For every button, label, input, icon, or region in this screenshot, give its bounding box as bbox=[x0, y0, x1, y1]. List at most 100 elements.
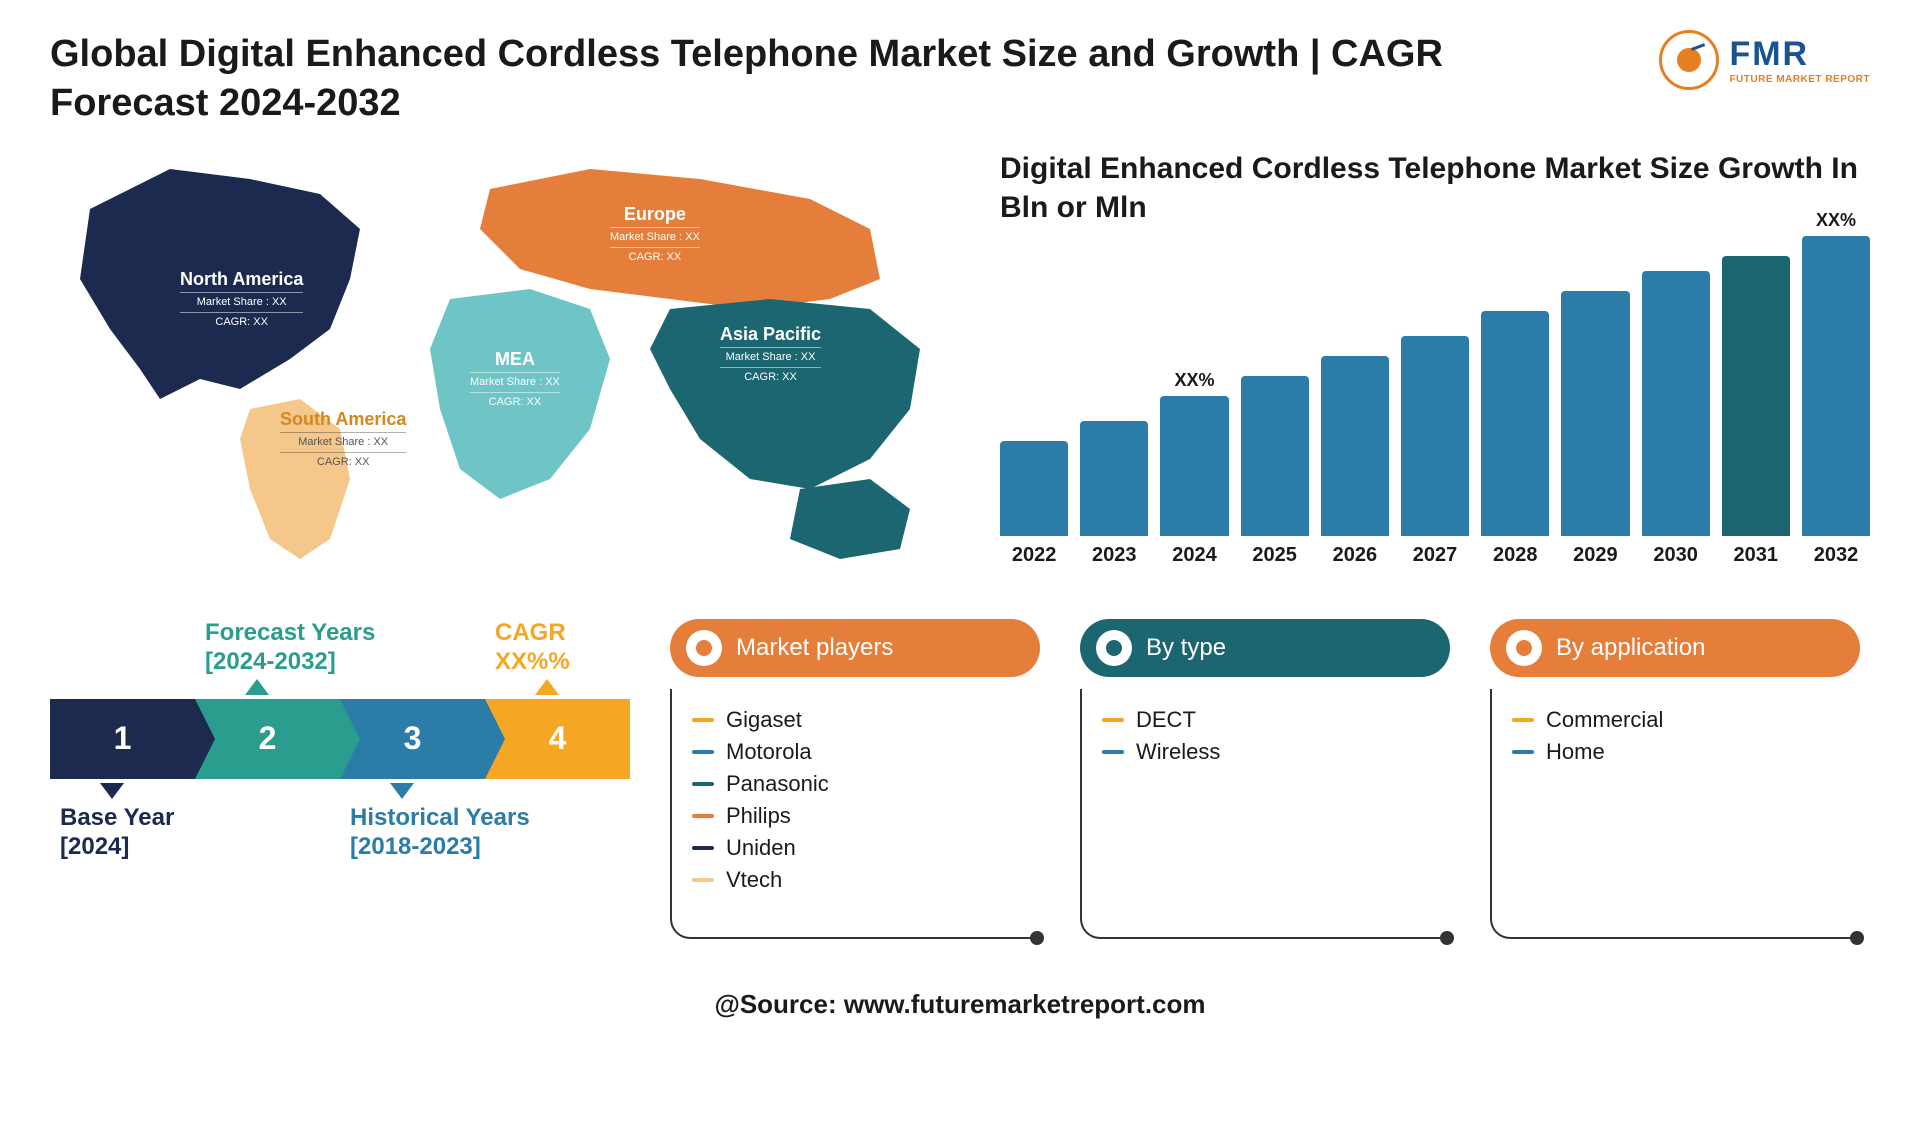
bullet-icon bbox=[1512, 718, 1534, 722]
category-item-label: Vtech bbox=[726, 867, 782, 893]
bar-rect bbox=[1481, 311, 1549, 536]
chart-title: Digital Enhanced Cordless Telephone Mark… bbox=[1000, 149, 1870, 227]
category-item: Commercial bbox=[1512, 707, 1840, 733]
timeline-arrow-icon bbox=[390, 783, 414, 799]
timeline-seg-num: 4 bbox=[549, 720, 567, 757]
bullet-icon bbox=[1102, 718, 1124, 722]
category-title: By type bbox=[1146, 634, 1226, 662]
timeline: 1234 Base Year[2024]Forecast Years[2024-… bbox=[50, 619, 630, 939]
category-body: DECT Wireless bbox=[1080, 689, 1450, 939]
region-eu-share: Market Share : XX bbox=[610, 227, 700, 245]
world-map: North America Market Share : XX CAGR: XX… bbox=[50, 149, 970, 569]
bullet-icon bbox=[692, 878, 714, 882]
bar-rect bbox=[1561, 291, 1629, 536]
bar-2026: 2026 bbox=[1321, 330, 1389, 567]
category-dot-icon bbox=[1096, 630, 1132, 666]
category-item: Wireless bbox=[1102, 739, 1430, 765]
bar-annotation: XX% bbox=[1816, 210, 1856, 232]
bar-year-label: 2030 bbox=[1653, 544, 1698, 567]
bar-year-label: 2025 bbox=[1252, 544, 1297, 567]
bar-year-label: 2029 bbox=[1573, 544, 1618, 567]
region-na-cagr: CAGR: XX bbox=[180, 312, 303, 330]
timeline-arrow-icon bbox=[245, 679, 269, 695]
bar-year-label: 2024 bbox=[1172, 544, 1217, 567]
timeline-seg-num: 2 bbox=[259, 720, 277, 757]
category-title: Market players bbox=[736, 634, 893, 662]
region-eu-cagr: CAGR: XX bbox=[610, 247, 700, 265]
bar-year-label: 2032 bbox=[1814, 544, 1859, 567]
region-mea-share: Market Share : XX bbox=[470, 372, 560, 390]
bar-2030: 2030 bbox=[1642, 245, 1710, 567]
region-sa-cagr: CAGR: XX bbox=[280, 452, 406, 470]
bar-2023: 2023 bbox=[1080, 395, 1148, 567]
bullet-icon bbox=[1512, 750, 1534, 754]
category-item: Uniden bbox=[692, 835, 1020, 861]
bar-annotation: XX% bbox=[1174, 370, 1214, 392]
timeline-seg-1: 1 bbox=[50, 699, 195, 779]
region-mea-name: MEA bbox=[470, 349, 560, 370]
bullet-icon bbox=[692, 814, 714, 818]
category-item: Gigaset bbox=[692, 707, 1020, 733]
bar-rect bbox=[1401, 336, 1469, 536]
bar-rect bbox=[1160, 396, 1228, 536]
header: Global Digital Enhanced Cordless Telepho… bbox=[50, 30, 1870, 129]
bar-year-label: 2026 bbox=[1333, 544, 1378, 567]
timeline-seg-num: 1 bbox=[114, 720, 132, 757]
bar-year-label: 2028 bbox=[1493, 544, 1538, 567]
bullet-icon bbox=[692, 846, 714, 850]
category-item-label: Panasonic bbox=[726, 771, 829, 797]
page-title: Global Digital Enhanced Cordless Telepho… bbox=[50, 30, 1450, 129]
region-australia bbox=[790, 479, 910, 559]
source-line: @Source: www.futuremarketreport.com bbox=[50, 989, 1870, 1020]
bullet-icon bbox=[692, 718, 714, 722]
region-ap-share: Market Share : XX bbox=[720, 347, 821, 365]
bar-2031: 2031 bbox=[1722, 230, 1790, 567]
bar-2028: 2028 bbox=[1481, 285, 1549, 567]
logo-text-sub: FUTURE MARKET REPORT bbox=[1729, 74, 1870, 85]
bullet-icon bbox=[692, 782, 714, 786]
category-header: By application bbox=[1490, 619, 1860, 677]
region-sa-name: South America bbox=[280, 409, 406, 430]
timeline-seg-num: 3 bbox=[404, 720, 422, 757]
bar-rect bbox=[1000, 441, 1068, 536]
region-na-share: Market Share : XX bbox=[180, 292, 303, 310]
region-ap-cagr: CAGR: XX bbox=[720, 367, 821, 385]
bullet-icon bbox=[692, 750, 714, 754]
timeline-seg-4: 4 bbox=[485, 699, 630, 779]
category-dot-icon bbox=[1506, 630, 1542, 666]
category-item-label: Home bbox=[1546, 739, 1605, 765]
region-eu-name: Europe bbox=[610, 204, 700, 225]
category-body: Gigaset Motorola Panasonic Philips Uniden Vte… bbox=[670, 689, 1040, 939]
timeline-seg-3: 3 bbox=[340, 699, 485, 779]
category-item-label: Philips bbox=[726, 803, 791, 829]
category-body: Commercial Home bbox=[1490, 689, 1860, 939]
category-item-label: Gigaset bbox=[726, 707, 802, 733]
bar-2024: XX% 2024 bbox=[1160, 370, 1228, 567]
region-na-name: North America bbox=[180, 269, 303, 290]
bar-rect bbox=[1321, 356, 1389, 536]
bar-rect bbox=[1241, 376, 1309, 536]
timeline-label-3: Historical Years[2018-2023] bbox=[350, 804, 530, 862]
timeline-label-4: CAGRXX%% bbox=[495, 619, 570, 677]
category-item: Vtech bbox=[692, 867, 1020, 893]
bar-2025: 2025 bbox=[1241, 350, 1309, 567]
bar-rect bbox=[1722, 256, 1790, 536]
category-item-label: Wireless bbox=[1136, 739, 1220, 765]
category-item-label: Motorola bbox=[726, 739, 812, 765]
bar-year-label: 2023 bbox=[1092, 544, 1137, 567]
category-header: By type bbox=[1080, 619, 1450, 677]
bar-2027: 2027 bbox=[1401, 310, 1469, 567]
logo-icon bbox=[1659, 30, 1719, 90]
timeline-arrow-icon bbox=[535, 679, 559, 695]
bar-year-label: 2031 bbox=[1734, 544, 1779, 567]
category-dot-icon bbox=[686, 630, 722, 666]
timeline-arrow-icon bbox=[100, 783, 124, 799]
bar-rect bbox=[1080, 421, 1148, 536]
category-item: DECT bbox=[1102, 707, 1430, 733]
category-item-label: DECT bbox=[1136, 707, 1196, 733]
timeline-seg-2: 2 bbox=[195, 699, 340, 779]
category-item-label: Uniden bbox=[726, 835, 796, 861]
bar-2032: XX% 2032 bbox=[1802, 210, 1870, 567]
region-mea-cagr: CAGR: XX bbox=[470, 392, 560, 410]
category-by-application: By application Commercial Home bbox=[1490, 619, 1860, 939]
